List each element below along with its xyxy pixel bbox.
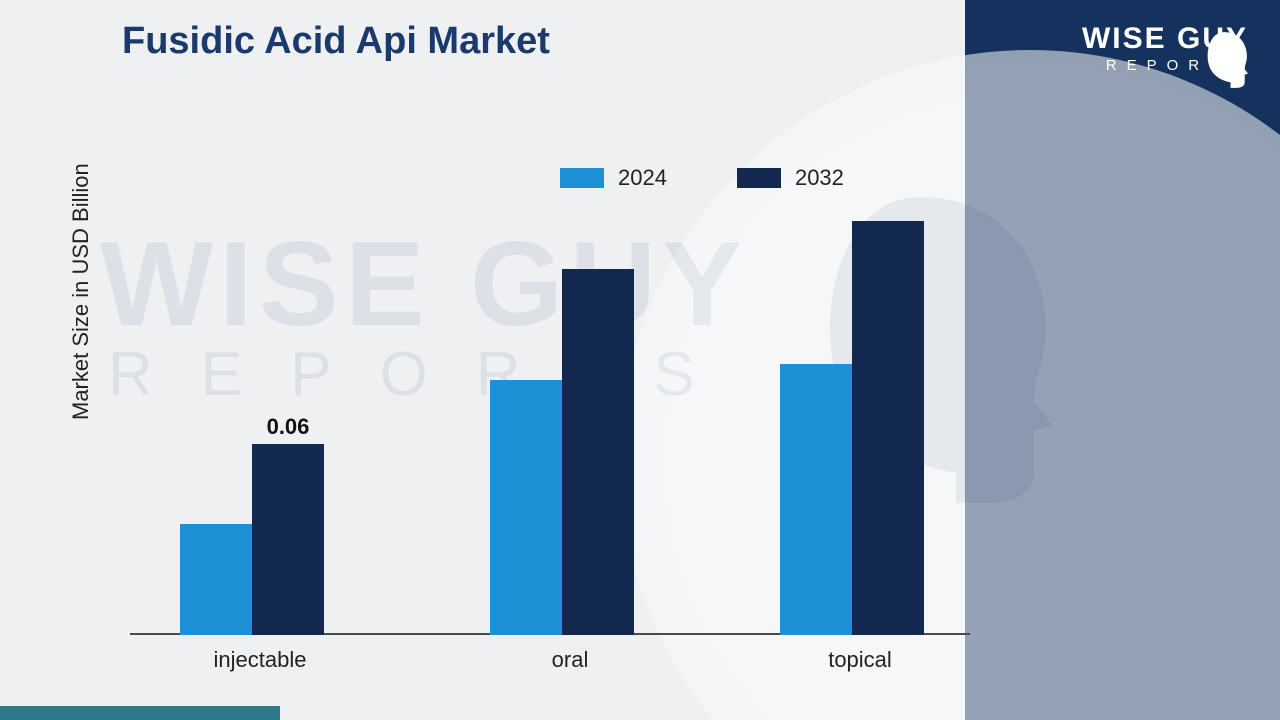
value-label: 0.06: [238, 414, 338, 440]
bottom-strip: [0, 706, 280, 720]
brand-line2: REPORTS: [1082, 58, 1248, 73]
bar: [780, 364, 852, 635]
chart-title: Fusidic Acid Api Market: [122, 20, 550, 63]
y-axis-label: Market Size in USD Billion: [68, 163, 94, 420]
legend: 2024 2032: [560, 165, 844, 191]
bar: [252, 444, 324, 635]
bar-group: topical: [780, 205, 940, 635]
brand-logo: WISE GUY REPORTS: [1082, 24, 1248, 73]
legend-label-0: 2024: [618, 165, 667, 191]
legend-swatch-1: [737, 168, 781, 188]
category-label: topical: [760, 647, 960, 673]
bar-group: oral: [490, 205, 650, 635]
brand-line1: WISE GUY: [1082, 24, 1248, 54]
bar: [852, 221, 924, 635]
category-label: oral: [470, 647, 670, 673]
bar: [490, 380, 562, 635]
bar: [180, 524, 252, 635]
legend-swatch-0: [560, 168, 604, 188]
legend-label-1: 2032: [795, 165, 844, 191]
bar-chart: injectableoraltopical0.06: [130, 205, 960, 635]
legend-item-1: 2032: [737, 165, 844, 191]
legend-item-0: 2024: [560, 165, 667, 191]
category-label: injectable: [160, 647, 360, 673]
bar: [562, 269, 634, 635]
